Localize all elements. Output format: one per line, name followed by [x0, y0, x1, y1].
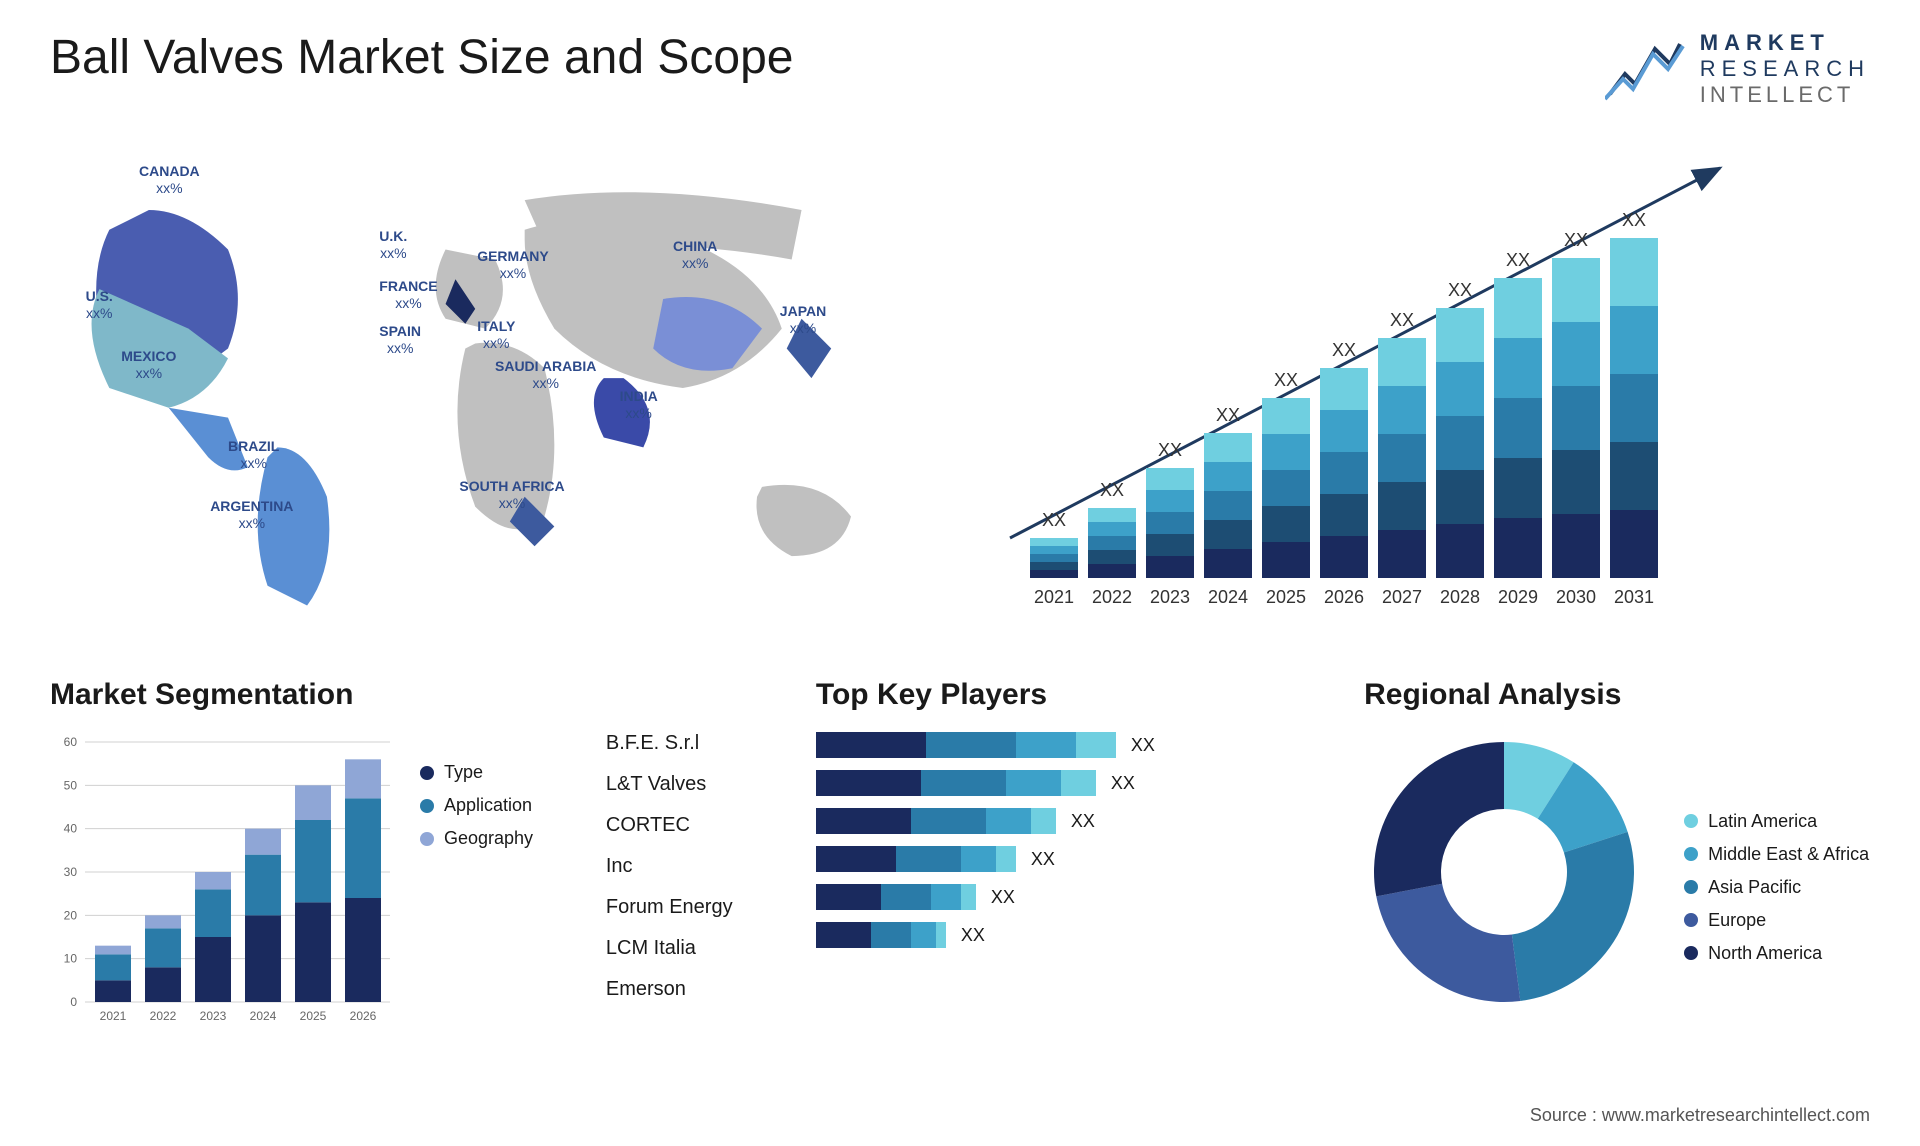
svg-text:30: 30 [64, 865, 78, 879]
svg-text:2024: 2024 [1208, 587, 1248, 607]
country-label: INDIAxx% [620, 388, 658, 422]
players-list: B.F.E. S.r.l L&T Valves CORTEC Inc Forum Ene… [606, 732, 786, 1001]
country-label: U.S.xx% [86, 288, 113, 322]
svg-text:XX: XX [1622, 210, 1646, 230]
player-bar-row: XX [816, 808, 1314, 834]
svg-text:XX: XX [1564, 230, 1588, 250]
player-name: B.F.E. S.r.l [606, 732, 786, 755]
regional-title: Regional Analysis [1364, 678, 1870, 712]
svg-text:2027: 2027 [1382, 587, 1422, 607]
player-bar-row: XX [816, 884, 1314, 910]
player-bar-row: XX [816, 732, 1314, 758]
growth-bar-chart: XX 2021 XX 2022 XX 2023 XX 2024 XX 2025 XX 2026 XX 20… [980, 138, 1870, 638]
logo-line3: INTELLECT [1700, 82, 1870, 108]
legend-item: Asia Pacific [1684, 877, 1869, 898]
regional-legend: Latin America Middle East & Africa Asia Pa… [1684, 811, 1869, 964]
player-bar-row: XX [816, 770, 1314, 796]
svg-text:2026: 2026 [350, 1009, 377, 1023]
svg-text:2023: 2023 [1150, 587, 1190, 607]
player-name: Emerson [606, 978, 786, 1001]
players-title: Top Key Players [816, 678, 1314, 712]
country-label: SPAINxx% [379, 323, 421, 357]
player-name: Forum Energy [606, 896, 786, 919]
players-bars: XX XX XX XX XX XX [816, 732, 1314, 948]
legend-item: Middle East & Africa [1684, 844, 1869, 865]
source-text: Source : www.marketresearchintellect.com [1530, 1105, 1870, 1126]
regional-section: Regional Analysis Latin America Middle Ea… [1364, 678, 1870, 1058]
country-label: CHINAxx% [673, 238, 717, 272]
country-label: U.K.xx% [379, 228, 407, 262]
legend-item: North America [1684, 943, 1869, 964]
svg-text:XX: XX [1448, 280, 1472, 300]
svg-text:2025: 2025 [300, 1009, 327, 1023]
logo-line1: MARKET [1700, 30, 1870, 56]
player-name: LCM Italia [606, 937, 786, 960]
svg-text:0: 0 [70, 995, 77, 1009]
legend-item: Type [420, 762, 533, 783]
player-name: CORTEC [606, 814, 786, 837]
country-label: BRAZILxx% [228, 438, 279, 472]
country-label: CANADAxx% [139, 163, 200, 197]
svg-text:2022: 2022 [1092, 587, 1132, 607]
svg-text:2028: 2028 [1440, 587, 1480, 607]
players-section: . B.F.E. S.r.lL&T ValvesCORTECIncForum E… [606, 678, 1314, 1058]
player-bar-row: XX [816, 922, 1314, 948]
country-label: SAUDI ARABIAxx% [495, 358, 596, 392]
segmentation-chart: 0 10 20 30 40 50 60 2021 2022 2023 2024 2025 2026 [50, 732, 390, 1032]
svg-text:2030: 2030 [1556, 587, 1596, 607]
country-label: JAPANxx% [780, 303, 826, 337]
svg-text:40: 40 [64, 822, 78, 836]
logo-icon [1605, 34, 1685, 104]
logo-line2: RESEARCH [1700, 56, 1870, 82]
svg-text:XX: XX [1042, 510, 1066, 530]
svg-text:2022: 2022 [150, 1009, 177, 1023]
svg-text:XX: XX [1158, 440, 1182, 460]
svg-text:XX: XX [1274, 370, 1298, 390]
legend-item: Geography [420, 828, 533, 849]
country-label: GERMANYxx% [477, 248, 549, 282]
segmentation-section: Market Segmentation 0 10 20 30 40 50 60 2021 202… [50, 678, 556, 1058]
country-label: FRANCExx% [379, 278, 437, 312]
player-name: L&T Valves [606, 773, 786, 796]
svg-text:2029: 2029 [1498, 587, 1538, 607]
segmentation-legend: Type Application Geography [420, 762, 533, 849]
svg-text:XX: XX [1216, 405, 1240, 425]
svg-text:2031: 2031 [1614, 587, 1654, 607]
svg-text:50: 50 [64, 778, 78, 792]
player-bar-row: XX [816, 846, 1314, 872]
svg-text:2026: 2026 [1324, 587, 1364, 607]
svg-text:XX: XX [1506, 250, 1530, 270]
regional-donut [1364, 732, 1644, 1012]
country-label: ARGENTINAxx% [210, 498, 293, 532]
country-label: SOUTH AFRICAxx% [459, 478, 564, 512]
svg-text:2024: 2024 [250, 1009, 277, 1023]
country-label: ITALYxx% [477, 318, 515, 352]
svg-text:XX: XX [1390, 310, 1414, 330]
svg-text:XX: XX [1332, 340, 1356, 360]
legend-item: Application [420, 795, 533, 816]
segmentation-title: Market Segmentation [50, 678, 556, 712]
country-label: MEXICOxx% [121, 348, 176, 382]
logo: MARKET RESEARCH INTELLECT [1605, 30, 1870, 108]
svg-text:XX: XX [1100, 480, 1124, 500]
legend-item: Europe [1684, 910, 1869, 931]
svg-text:60: 60 [64, 735, 78, 749]
player-name: Inc [606, 855, 786, 878]
svg-text:2021: 2021 [100, 1009, 127, 1023]
svg-text:20: 20 [64, 908, 78, 922]
growth-chart-svg: XX 2021 XX 2022 XX 2023 XX 2024 XX 2025 XX 2026 XX 20… [980, 138, 1760, 618]
page-title: Ball Valves Market Size and Scope [50, 30, 793, 85]
svg-text:2021: 2021 [1034, 587, 1074, 607]
svg-text:2025: 2025 [1266, 587, 1306, 607]
world-map: CANADAxx% U.S.xx% MEXICOxx% BRAZILxx% ARGENT… [50, 138, 940, 638]
legend-item: Latin America [1684, 811, 1869, 832]
svg-text:10: 10 [64, 952, 78, 966]
svg-text:2023: 2023 [200, 1009, 227, 1023]
